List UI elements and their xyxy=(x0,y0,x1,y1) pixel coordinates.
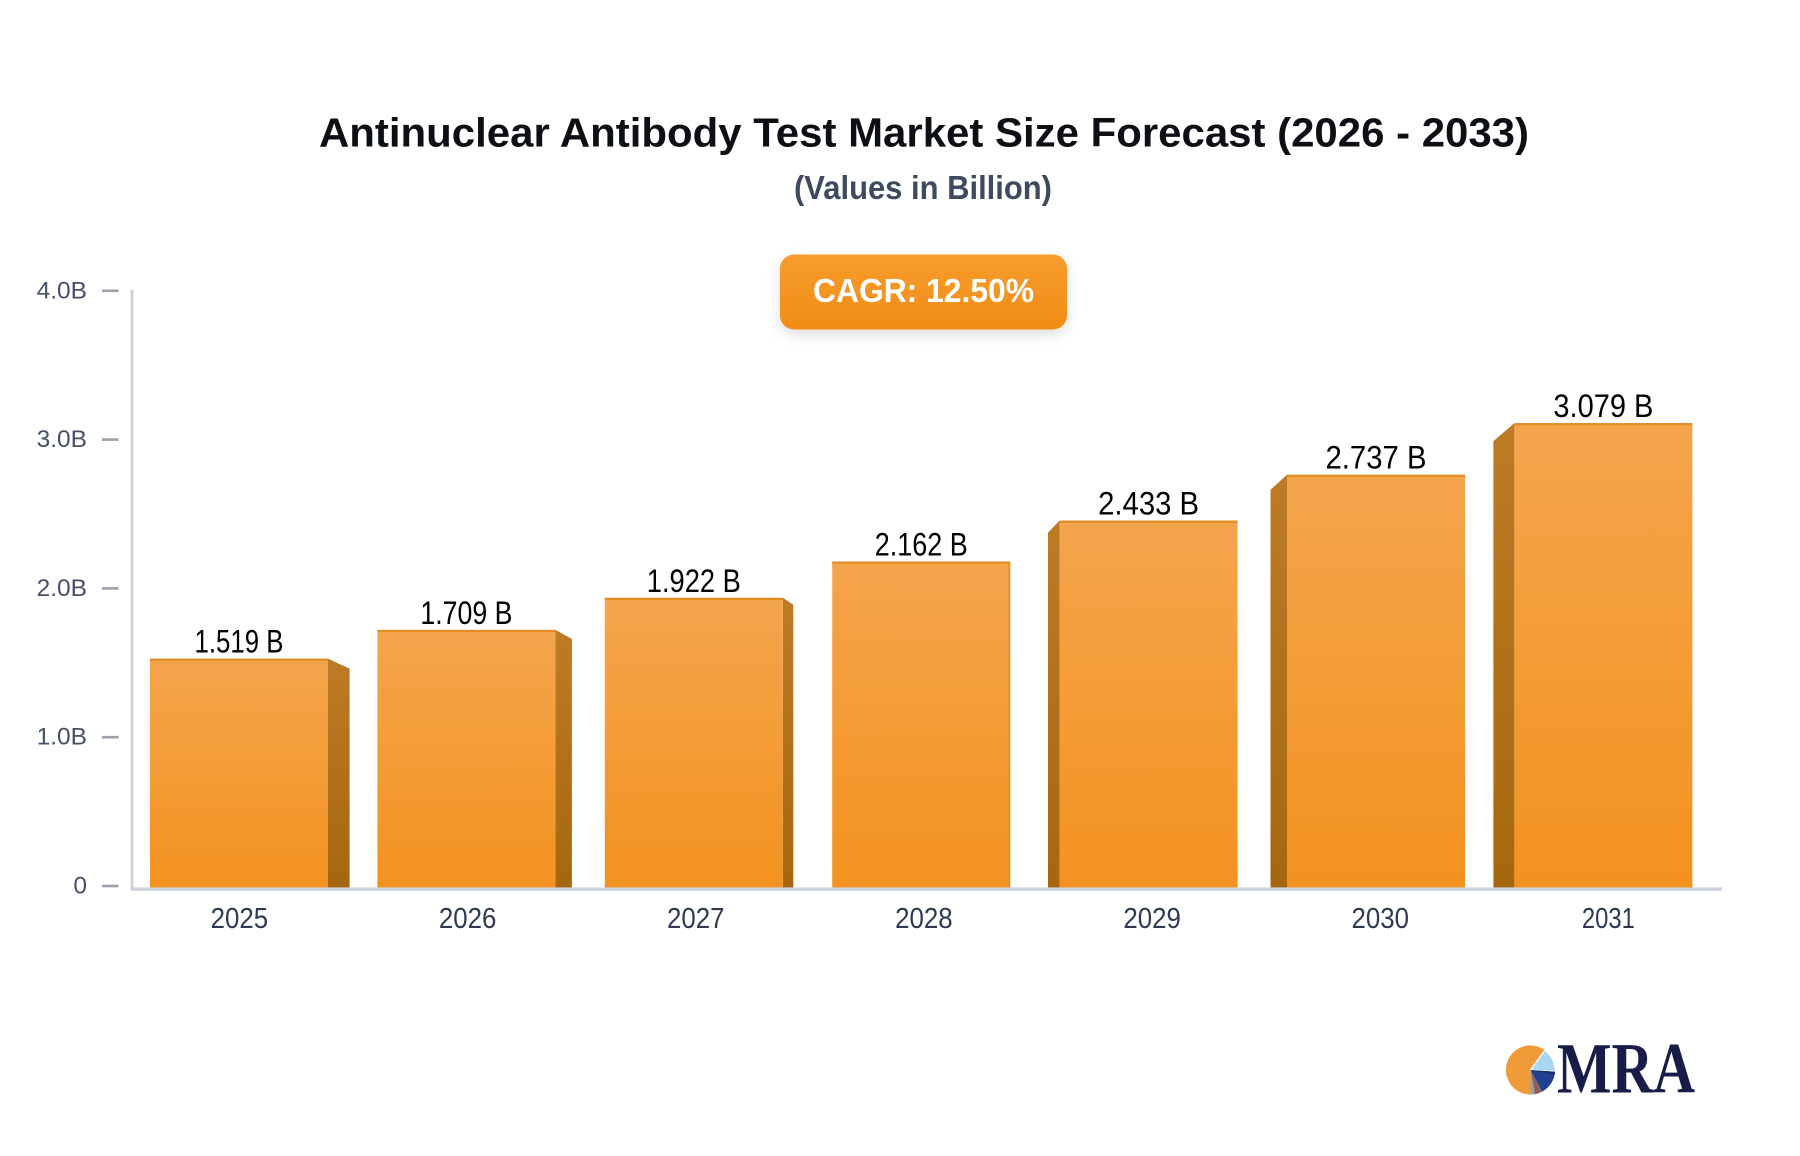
svg-text:1.519 B: 1.519 B xyxy=(195,624,284,660)
svg-text:2029: 2029 xyxy=(1123,903,1181,935)
svg-text:2031: 2031 xyxy=(1582,903,1635,935)
svg-text:1.709 B: 1.709 B xyxy=(420,595,512,631)
svg-text:2.737 B: 2.737 B xyxy=(1326,440,1427,476)
svg-text:2.0B: 2.0B xyxy=(37,575,87,602)
svg-text:1.922 B: 1.922 B xyxy=(647,563,741,599)
svg-text:3.0B: 3.0B xyxy=(37,426,87,453)
svg-text:4.0B: 4.0B xyxy=(37,277,87,304)
svg-text:2028: 2028 xyxy=(895,903,953,935)
svg-text:MRA: MRA xyxy=(1557,1029,1695,1109)
svg-text:2.162 B: 2.162 B xyxy=(875,527,968,563)
svg-text:2030: 2030 xyxy=(1351,903,1409,935)
svg-text:0: 0 xyxy=(73,873,87,900)
svg-text:(Values in Billion): (Values in Billion) xyxy=(794,169,1052,206)
svg-text:1.0B: 1.0B xyxy=(37,724,87,751)
svg-text:Antinuclear Antibody Test Mark: Antinuclear Antibody Test Market Size Fo… xyxy=(319,110,1529,156)
svg-text:3.079 B: 3.079 B xyxy=(1553,388,1653,424)
svg-text:2025: 2025 xyxy=(211,903,269,935)
svg-text:2027: 2027 xyxy=(667,903,725,935)
svg-text:2.433 B: 2.433 B xyxy=(1098,486,1199,522)
svg-text:2026: 2026 xyxy=(439,903,497,935)
svg-text:CAGR: 12.50%: CAGR: 12.50% xyxy=(813,273,1034,310)
